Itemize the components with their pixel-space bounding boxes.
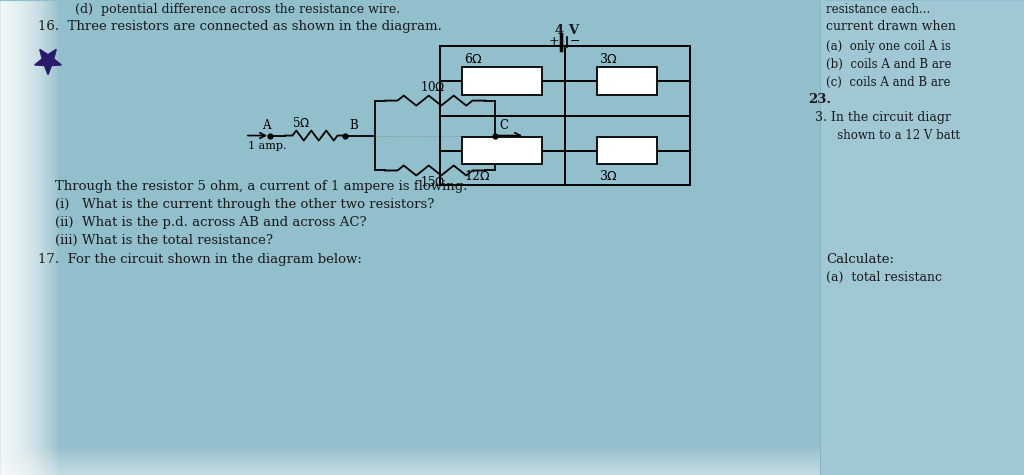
Text: (ii)  What is the p.d. across AB and across AC?: (ii) What is the p.d. across AB and acro… [55,217,367,229]
Text: (i)   What is the current through the other two resistors?: (i) What is the current through the othe… [55,199,434,211]
Bar [597,66,657,95]
Text: (d)  potential difference across the resistance wire.: (d) potential difference across the resi… [75,3,400,16]
Bar [0,447,1024,448]
Text: 3. In the circuit diagr: 3. In the circuit diagr [815,111,951,124]
Bar [0,466,1024,467]
Text: Calculate:: Calculate: [826,253,894,266]
Bar [0,467,1024,468]
Text: 6$\Omega$: 6$\Omega$ [464,52,483,66]
Text: (b)  coils A and B are: (b) coils A and B are [826,57,951,71]
Text: B: B [349,119,357,132]
Bar [0,448,1024,449]
Bar [0,453,1024,454]
Text: resistance each...: resistance each... [826,3,930,16]
Text: −: − [570,35,581,48]
Text: 16.  Three resistors are connected as shown in the diagram.: 16. Three resistors are connected as sho… [38,20,442,33]
Bar [0,468,1024,469]
Text: (c)  coils A and B are: (c) coils A and B are [826,76,950,89]
Bar [0,464,1024,465]
Bar [597,136,657,164]
Bar [820,1,1024,475]
Polygon shape [35,49,61,75]
Bar [0,452,1024,453]
Bar [0,470,1024,471]
Bar [0,457,1024,458]
Text: Through the resistor 5 ohm, a current of 1 ampere is flowing.: Through the resistor 5 ohm, a current of… [55,180,468,193]
Text: +: + [549,35,560,48]
Text: 10$\Omega$: 10$\Omega$ [420,80,445,94]
Text: 5$\Omega$: 5$\Omega$ [292,115,310,130]
Bar [0,445,1024,446]
Bar [0,454,1024,455]
Text: C: C [499,119,508,132]
Text: 17.  For the circuit shown in the diagram below:: 17. For the circuit shown in the diagram… [38,253,361,266]
Bar [0,462,1024,463]
Text: 1 amp.: 1 amp. [248,141,287,151]
Text: (iii) What is the total resistance?: (iii) What is the total resistance? [55,234,273,247]
Bar [0,451,1024,452]
Bar [0,473,1024,474]
Bar [0,459,1024,460]
Bar [0,450,1024,451]
Text: (a)  only one coil A is: (a) only one coil A is [826,40,951,53]
Bar [0,469,1024,470]
Bar [0,460,1024,461]
Text: (a)  total resistanc: (a) total resistanc [826,271,942,285]
Text: current drawn when: current drawn when [826,20,955,33]
Text: 3$\Omega$: 3$\Omega$ [599,52,618,66]
Bar [0,474,1024,475]
Bar [0,455,1024,456]
Bar [462,136,542,164]
Text: 4 V: 4 V [555,24,580,37]
Bar [0,461,1024,462]
Bar [0,458,1024,459]
Bar [0,456,1024,457]
Bar [0,446,1024,447]
Text: A: A [262,119,270,132]
Text: 23.: 23. [808,93,831,105]
Text: shown to a 12 V batt: shown to a 12 V batt [826,129,961,142]
Bar [0,472,1024,473]
Bar [0,471,1024,472]
Bar [0,449,1024,450]
Bar [0,465,1024,466]
Bar [462,66,542,95]
Bar [0,463,1024,464]
Text: 12$\Omega$: 12$\Omega$ [464,170,492,183]
Text: 3$\Omega$: 3$\Omega$ [599,170,618,183]
Text: 15$\Omega$: 15$\Omega$ [420,175,445,190]
